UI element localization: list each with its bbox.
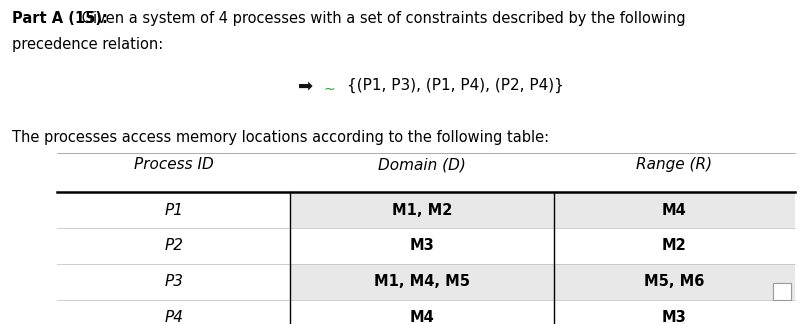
Text: P4: P4 (164, 310, 183, 324)
Text: P3: P3 (164, 274, 183, 289)
Text: M2: M2 (661, 238, 686, 253)
Text: precedence relation:: precedence relation: (12, 37, 163, 52)
Bar (772, 283, 789, 300)
Text: M4: M4 (410, 310, 434, 324)
Text: M1, M4, M5: M1, M4, M5 (373, 274, 470, 289)
Text: M4: M4 (661, 202, 686, 218)
Text: Process ID: Process ID (133, 157, 214, 172)
Bar (289, 192, 553, 228)
Text: M1, M2: M1, M2 (391, 202, 451, 218)
Bar (553, 264, 793, 299)
Text: M3: M3 (410, 238, 434, 253)
Text: M5, M6: M5, M6 (643, 274, 703, 289)
Text: M3: M3 (661, 310, 686, 324)
Text: Given a system of 4 processes with a set of constraints described by the followi: Given a system of 4 processes with a set… (77, 11, 685, 26)
Text: Domain (D): Domain (D) (377, 157, 466, 172)
Text: ∼: ∼ (324, 82, 335, 96)
Text: Range (R): Range (R) (635, 157, 711, 172)
Text: P1: P1 (164, 202, 183, 218)
Bar (553, 192, 793, 228)
Text: Part A (15):: Part A (15): (12, 11, 108, 26)
Text: The processes access memory locations according to the following table:: The processes access memory locations ac… (12, 130, 548, 145)
Text: ➡: ➡ (297, 78, 312, 96)
Text: P2: P2 (164, 238, 183, 253)
Bar (289, 264, 553, 299)
Text: {(P1, P3), (P1, P4), (P2, P4)}: {(P1, P3), (P1, P4), (P2, P4)} (347, 78, 564, 93)
